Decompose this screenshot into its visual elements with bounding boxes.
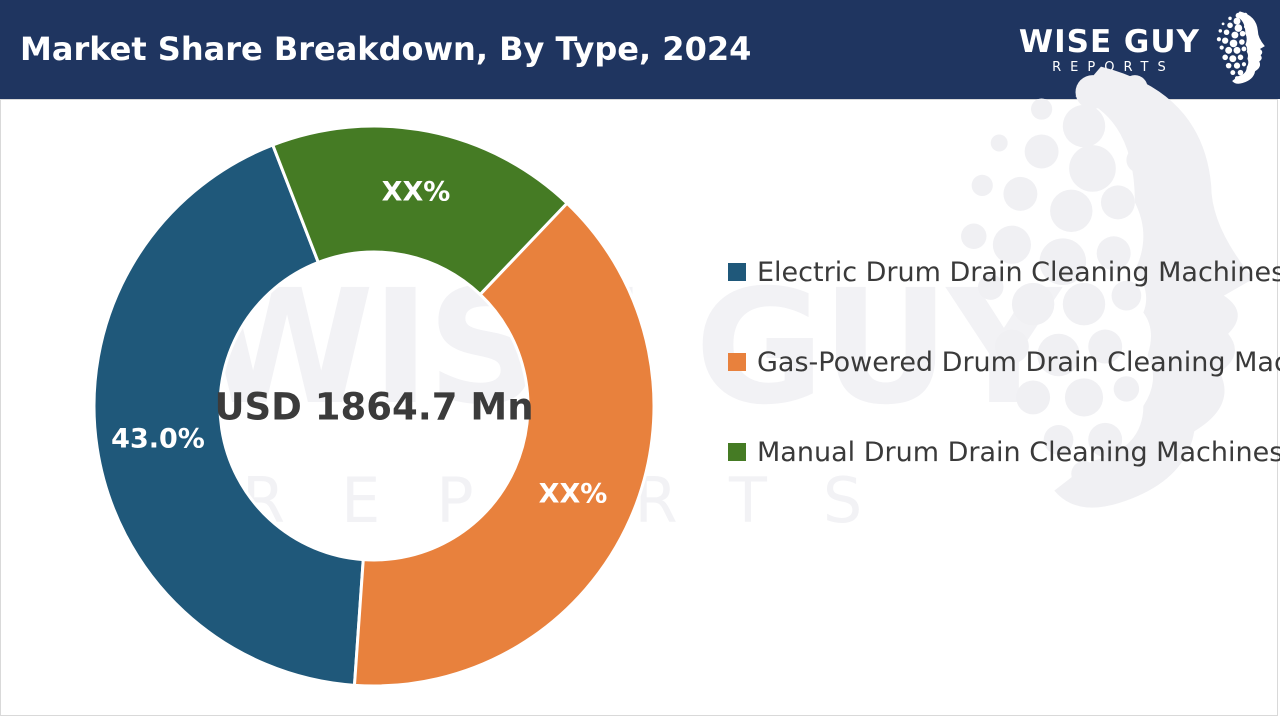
slice-percent-label-2: XX%	[381, 176, 451, 208]
legend-item-3: Manual Drum Drain Cleaning Machines	[728, 436, 1280, 468]
legend-label-2: Gas-Powered Drum Drain Cleaning Machines	[757, 346, 1280, 378]
legend-label-1: Electric Drum Drain Cleaning Machines	[757, 256, 1280, 288]
slice-percent-label-1: 43.0%	[111, 423, 205, 455]
brand-subtext: REPORTS	[1052, 59, 1175, 75]
legend-item-2: Gas-Powered Drum Drain Cleaning Machines	[728, 346, 1280, 378]
legend-swatch-3	[728, 443, 746, 461]
brand-name: WISE GUY	[1018, 23, 1200, 60]
slice-percent-label-3: XX%	[538, 478, 608, 510]
legend-label-3: Manual Drum Drain Cleaning Machines	[757, 436, 1280, 468]
legend-item-1: Electric Drum Drain Cleaning Machines	[728, 256, 1280, 288]
chart-center-value: USD 1864.7 Mn	[214, 385, 534, 429]
donut-slice-1	[92, 143, 365, 687]
page-title: Market Share Breakdown, By Type, 2024	[20, 30, 752, 68]
header: Market Share Breakdown, By Type, 2024 WI…	[0, 0, 1280, 99]
legend-swatch-2	[728, 353, 746, 371]
brand-logo-text: WISE GUY REPORTS	[1019, 25, 1200, 76]
brand-logo: WISE GUY REPORTS	[1019, 8, 1272, 92]
donut-slice-2	[271, 124, 569, 296]
donut-slice-3	[352, 201, 656, 688]
legend-swatch-1	[728, 263, 746, 281]
chart-legend: Electric Drum Drain Cleaning Machines Gas…	[728, 256, 1280, 528]
donut-chart	[92, 124, 656, 688]
